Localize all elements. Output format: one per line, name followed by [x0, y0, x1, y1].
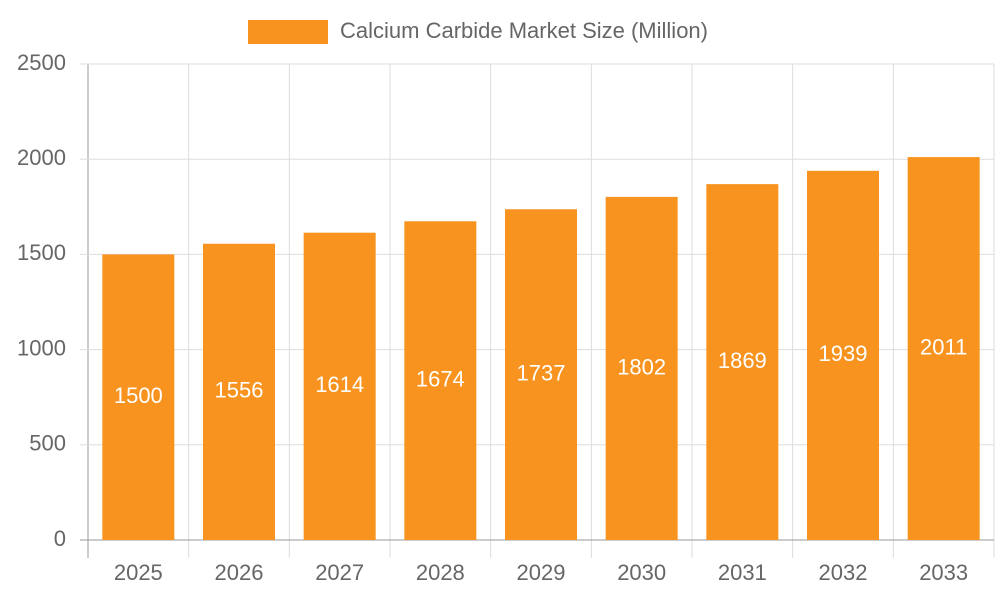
legend-swatch	[248, 20, 328, 44]
value-label: 2011	[920, 334, 967, 359]
value-label: 1802	[617, 354, 666, 379]
y-tick-label: 500	[29, 431, 66, 456]
value-label: 1869	[718, 348, 767, 373]
bar	[505, 209, 577, 540]
x-tick-label: 2026	[215, 560, 264, 585]
x-tick-label: 2025	[114, 560, 163, 585]
bar	[706, 184, 779, 540]
legend-label: Calcium Carbide Market Size (Million)	[340, 18, 708, 43]
bar	[203, 243, 275, 540]
bar	[807, 170, 879, 541]
y-tick-label: 0	[54, 526, 66, 551]
value-label: 1556	[215, 378, 264, 403]
bar	[303, 232, 376, 540]
x-tick-label: 2027	[315, 560, 364, 585]
x-tick-label: 2028	[416, 560, 465, 585]
value-label: 1737	[517, 360, 566, 385]
value-label: 1500	[114, 383, 163, 408]
y-tick-label: 2500	[17, 50, 66, 75]
y-tick-label: 1500	[17, 240, 66, 265]
x-tick-label: 2031	[718, 560, 767, 585]
bar	[605, 196, 678, 540]
y-tick-label: 2000	[17, 145, 66, 170]
bar	[102, 254, 175, 540]
value-label: 1674	[416, 366, 465, 391]
value-label: 1614	[315, 372, 364, 397]
x-tick-label: 2029	[517, 560, 566, 585]
bar	[907, 157, 980, 541]
x-tick-label: 2033	[919, 560, 968, 585]
x-tick-label: 2032	[819, 560, 868, 585]
x-tick-label: 2030	[617, 560, 666, 585]
y-tick-label: 1000	[17, 335, 66, 360]
bar	[404, 221, 477, 541]
value-label: 1939	[819, 341, 868, 366]
